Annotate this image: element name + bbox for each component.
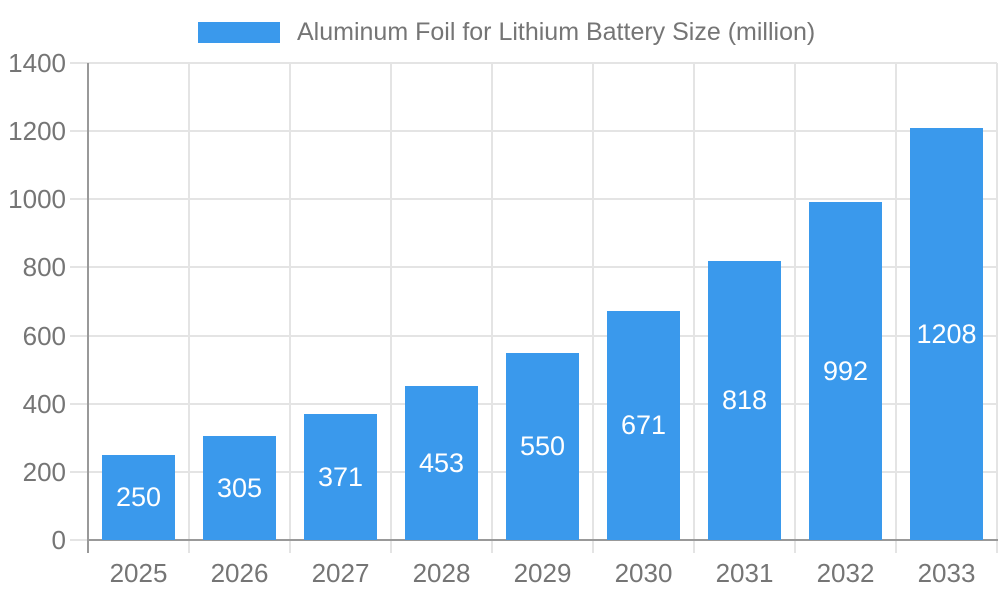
x-gridline [895, 63, 897, 553]
x-axis-category-label: 2033 [917, 558, 976, 588]
x-axis-line [87, 539, 998, 541]
y-axis-tick-label: 1000 [8, 184, 66, 215]
x-gridline [693, 63, 695, 553]
bar: 818 [708, 261, 781, 540]
y-axis-tick-label: 1400 [8, 48, 66, 78]
legend-label: Aluminum Foil for Lithium Battery Size (… [297, 18, 816, 46]
x-gridline [188, 63, 190, 553]
bar: 550 [506, 353, 579, 540]
bar: 453 [405, 386, 478, 540]
y-axis-tick-label: 800 [22, 252, 66, 283]
bar: 1208 [910, 128, 983, 540]
bar-value-label: 250 [115, 482, 162, 512]
y-axis-tick-label: 400 [22, 388, 66, 419]
x-gridline [794, 63, 796, 553]
y-axis-line [87, 63, 89, 553]
y-gridline [70, 130, 997, 133]
x-axis-category-label: 2030 [614, 558, 673, 588]
x-axis-category-label: 2028 [412, 558, 471, 588]
x-gridline [289, 63, 291, 553]
bar-value-label: 305 [216, 472, 263, 503]
x-axis-category-label: 2032 [816, 558, 875, 588]
x-axis-category-label: 2031 [715, 558, 774, 588]
legend-item[interactable]: Aluminum Foil for Lithium Battery Size (… [198, 18, 816, 46]
y-gridline [70, 266, 997, 269]
y-gridline [70, 334, 997, 337]
bar: 671 [607, 311, 680, 540]
x-gridline [996, 63, 998, 553]
x-axis-category-label: 2027 [311, 558, 370, 588]
legend-color-swatch [198, 21, 280, 43]
bar-value-label: 992 [822, 355, 869, 386]
y-axis-tick-label: 200 [22, 456, 66, 487]
bar: 992 [809, 202, 882, 540]
bar-value-label: 453 [418, 447, 465, 478]
x-axis-category-label: 2029 [513, 558, 572, 588]
x-axis-category-label: 2025 [109, 558, 168, 588]
bar: 371 [304, 414, 377, 540]
x-gridline [491, 63, 493, 553]
x-axis-category-label: 2026 [210, 558, 269, 588]
bar-value-label: 1208 [916, 318, 977, 349]
x-gridline [592, 63, 594, 553]
x-gridline [390, 63, 392, 553]
y-axis-tick-label: 0 [51, 525, 66, 555]
y-gridline [70, 62, 997, 64]
bar-value-label: 371 [317, 461, 364, 492]
bar: 250 [102, 455, 175, 540]
y-axis-tick-label: 1200 [8, 116, 66, 147]
bar-value-label: 550 [519, 431, 566, 461]
bar: 305 [203, 436, 276, 540]
y-gridline [70, 198, 997, 201]
bar-value-label: 671 [620, 410, 667, 440]
y-axis-tick-label: 600 [22, 320, 66, 351]
bar-value-label: 818 [721, 385, 768, 415]
